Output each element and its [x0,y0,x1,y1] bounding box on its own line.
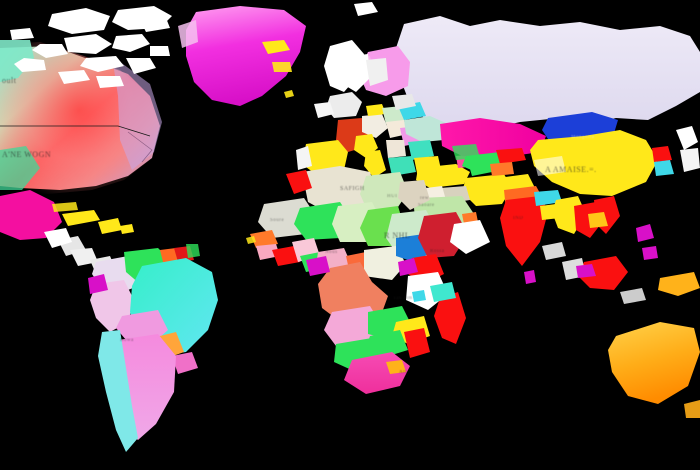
region-svalbard [354,2,378,16]
region-gabon [306,256,330,276]
graticule-line [0,125,151,137]
region-portugal [296,146,312,170]
region-japan-north [676,126,698,150]
region-italy [364,150,386,178]
region-car [364,246,406,280]
misc-islands [246,90,294,244]
region-tasmania [684,400,700,418]
region-turkmenistan [452,144,480,160]
region-ecuador [88,274,108,294]
region-africa [250,166,490,394]
region-malawi [412,290,426,302]
region-puerto-rico [120,224,134,234]
region-guinea [256,244,280,260]
region-balkans [388,156,416,176]
region-denmark [366,104,386,116]
region-ireland [314,102,334,118]
region-kyrgyzstan [496,148,526,164]
region-uk [326,92,362,118]
region-sweden [346,54,370,92]
region-morocco [286,170,312,194]
region-austria [386,140,406,158]
region-south-america [88,244,218,452]
region-egypt [398,180,430,210]
region-malaysia [542,242,566,260]
region-china [530,130,658,196]
region-lesser-sunda [620,288,646,304]
region-tajikistan [490,162,514,176]
region-faroe [272,62,292,72]
region-senegal [250,230,278,248]
region-south-korea [654,160,674,176]
region-baltics [392,94,416,110]
region-java [576,264,596,278]
region-ukraine [404,116,448,142]
region-mexico [0,190,62,240]
region-turkey [416,164,470,188]
region-chile [98,330,138,452]
region-central-asia [440,118,546,176]
region-uganda [398,258,418,276]
region-ivory-coast [272,246,300,266]
region-cambodia [588,212,608,228]
region-hispaniola [98,218,122,234]
region-russia [396,16,700,132]
region-finland [366,58,388,86]
region-comoros-area [430,282,456,302]
region-bahamas [52,202,78,212]
canada-arctic-islands [10,6,172,88]
region-germany [362,114,388,138]
region-romania [408,140,434,160]
region-uruguay [172,352,198,374]
region-madagascar [434,292,466,344]
region-french-guiana [186,244,200,258]
region-lesotho [386,360,406,374]
region-tibet [534,156,566,176]
region-morocco-algeria [302,166,376,214]
region-nepal [534,190,562,206]
region-philippines-s [642,246,658,260]
region-papua [658,272,700,296]
region-sri-lanka [524,270,536,284]
region-north-korea [652,146,672,162]
region-philippines-n [636,224,654,242]
region-australia [608,322,700,404]
region-angola [324,306,382,346]
region-mozambique [404,328,430,358]
region-greenland [186,6,306,106]
region-ethiopia [418,212,468,258]
region-india [500,196,548,266]
region-cuba [62,210,100,226]
region-somalia [450,220,490,254]
region-iceland [262,40,290,54]
region-japan [680,148,700,172]
greenland-west-coast [178,20,198,48]
